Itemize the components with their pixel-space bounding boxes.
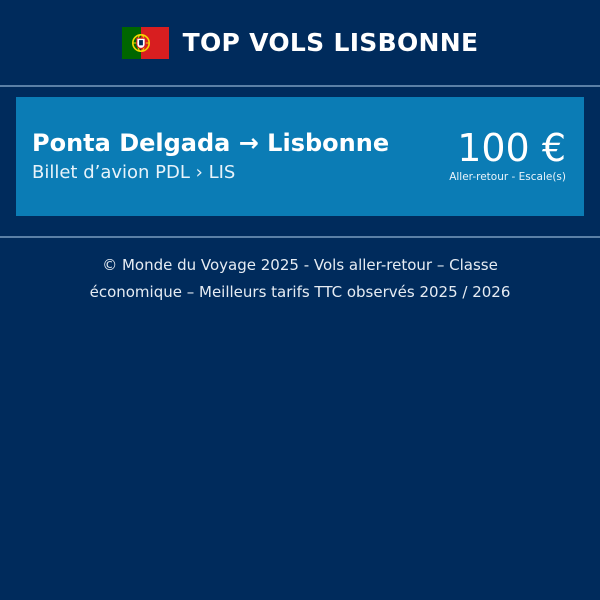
divider-top [0,85,600,87]
footer-line-1: © Monde du Voyage 2025 - Vols aller-reto… [102,256,498,274]
offer-route: Ponta Delgada → Lisbonne [32,129,390,158]
offer-price-block: 100 € Aller-retour - Escale(s) [449,126,566,184]
page-title: TOP VOLS LISBONNE [182,28,479,57]
offer-price: 100 € [457,126,566,171]
divider-bottom [0,236,600,238]
offer-details: Ponta Delgada → Lisbonne Billet d’avion … [32,130,389,182]
footer-line-2: économique – Meilleurs tarifs TTC observ… [89,283,511,301]
portugal-flag-icon [121,26,169,59]
offer-price-note: Aller-retour - Escale(s) [449,171,566,184]
flight-offer-card[interactable]: Ponta Delgada → Lisbonne Billet d’avion … [16,97,584,216]
offer-ticket-line: Billet d’avion PDL › LIS [32,161,236,183]
page-footer: © Monde du Voyage 2025 - Vols aller-reto… [0,252,600,306]
page-header: TOP VOLS LISBONNE [0,0,600,85]
